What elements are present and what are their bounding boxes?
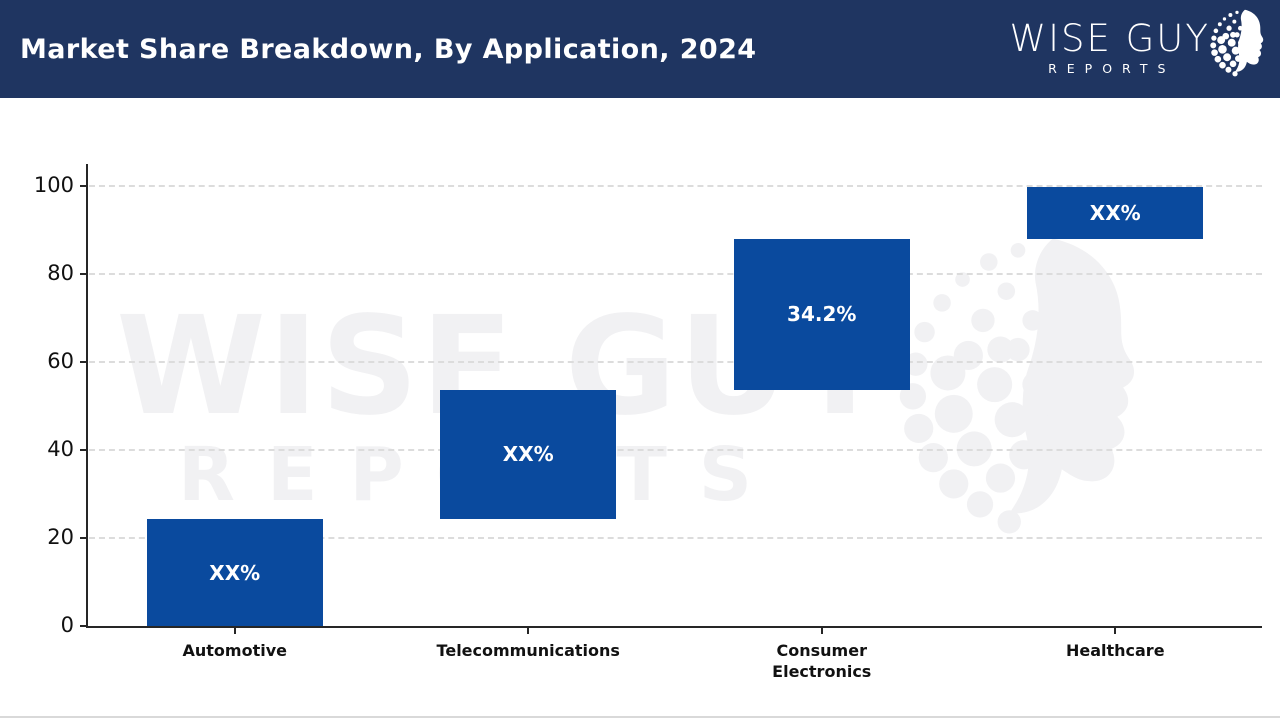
brand-logo: WISE GUY REPORTS <box>1010 6 1270 90</box>
y-tick-20 <box>80 537 88 539</box>
bar-value-label: XX% <box>209 560 261 585</box>
x-tick-1 <box>527 626 530 634</box>
watermark-head-icon <box>872 222 1164 594</box>
brand-name: WISE GUY <box>1009 17 1210 61</box>
bar-automotive: XX% <box>146 519 323 626</box>
brand-subname: REPORTS <box>1048 60 1176 76</box>
y-tick-40 <box>80 449 88 451</box>
x-label-healthcare: Healthcare <box>1065 641 1165 660</box>
y-tick-60 <box>80 361 88 363</box>
y-tick-0 <box>80 625 88 627</box>
x-tick-0 <box>233 626 236 634</box>
gridline-20 <box>89 537 1262 539</box>
bar-telecommunications: XX% <box>440 389 617 520</box>
y-tick-100 <box>80 185 88 187</box>
y-tick-label-100: 100 <box>33 173 74 197</box>
x-label-consumer-electronics: Consumer Electronics <box>772 641 872 681</box>
y-axis-line <box>86 164 88 628</box>
bar-value-label: XX% <box>502 442 554 467</box>
bar-healthcare: XX% <box>1027 186 1204 240</box>
x-tick-3 <box>1114 626 1117 634</box>
bar-value-label: 34.2% <box>787 302 857 327</box>
gridline-60 <box>89 361 1262 363</box>
y-tick-label-20: 20 <box>47 525 74 549</box>
gridline-80 <box>89 273 1262 275</box>
x-label-automotive: Automotive <box>182 641 288 660</box>
y-tick-label-80: 80 <box>47 261 74 285</box>
x-label-telecommunications: Telecommunications <box>436 641 620 660</box>
x-tick-2 <box>820 626 823 634</box>
gridline-40 <box>89 449 1262 451</box>
y-tick-80 <box>80 273 88 275</box>
brand-logo-text: WISE GUY REPORTS <box>1009 17 1210 76</box>
bar-consumer-electronics: 34.2% <box>733 239 910 390</box>
bottom-divider <box>0 716 1280 718</box>
bar-value-label: XX% <box>1089 201 1141 226</box>
gridline-100 <box>89 185 1262 187</box>
wiseguy-head-icon <box>1204 6 1270 90</box>
x-axis-line <box>86 626 1262 628</box>
y-tick-label-60: 60 <box>47 349 74 373</box>
y-tick-label-0: 0 <box>60 613 74 637</box>
header: Market Share Breakdown, By Application, … <box>0 0 1280 98</box>
y-tick-label-40: 40 <box>47 437 74 461</box>
page-title: Market Share Breakdown, By Application, … <box>20 33 757 65</box>
